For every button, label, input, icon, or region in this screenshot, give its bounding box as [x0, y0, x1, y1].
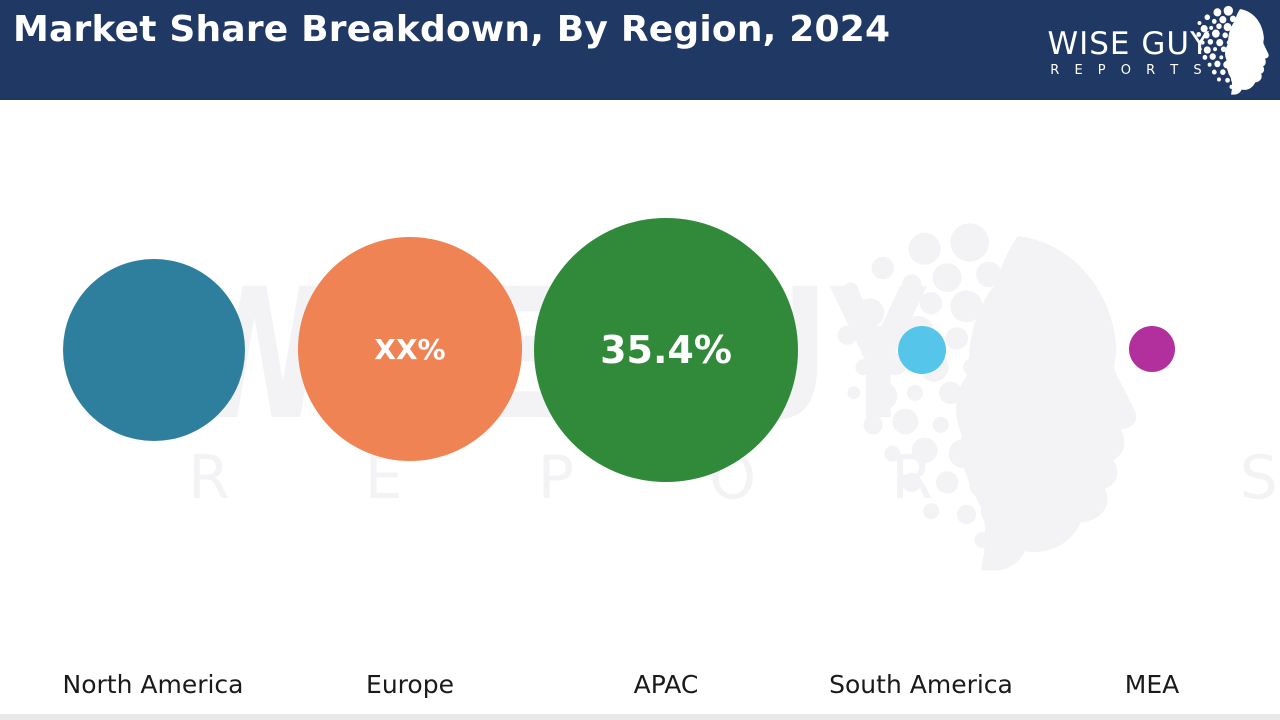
wise-guy-logo: WISE GUY R E P O R T S [1047, 4, 1272, 96]
category-label-mea: MEA [1124, 670, 1180, 699]
wise-guy-head-icon [1196, 5, 1269, 95]
bubble-europe: XX% [298, 237, 522, 461]
logo-name: WISE GUY [1047, 26, 1210, 63]
logo-tagline: R E P O R T S [1050, 62, 1208, 78]
bottom-strip [0, 714, 1280, 720]
category-label-south-america: South America [829, 670, 1013, 699]
category-label-north-america: North America [62, 670, 244, 699]
bubble-apac: 35.4% [534, 218, 798, 482]
header-bar: Market Share Breakdown, By Region, 2024 … [0, 0, 1280, 100]
bubble-north-america [63, 259, 245, 441]
category-label-europe: Europe [366, 670, 454, 699]
page-title: Market Share Breakdown, By Region, 2024 [13, 9, 891, 50]
bubble-value-label: XX% [374, 332, 446, 366]
bubble-south-america [898, 326, 946, 374]
logo-text: WISE GUY R E P O R T S [1047, 28, 1210, 78]
category-label-apac: APAC [633, 670, 699, 699]
bubble-value-label: 35.4% [600, 328, 732, 372]
bubble-mea [1129, 326, 1175, 372]
watermark-head-icon [837, 223, 1137, 571]
